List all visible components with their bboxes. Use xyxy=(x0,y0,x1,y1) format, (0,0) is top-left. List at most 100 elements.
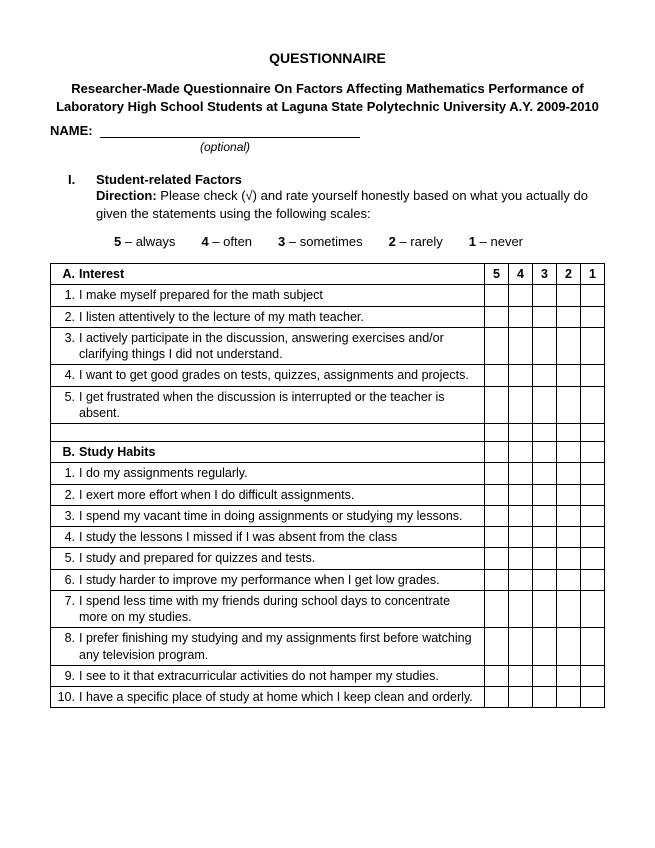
rating-cell[interactable] xyxy=(485,569,509,590)
rating-cell[interactable] xyxy=(485,527,509,548)
rating-cell[interactable] xyxy=(581,628,605,666)
rating-cell[interactable] xyxy=(509,548,533,569)
rating-cell[interactable] xyxy=(509,505,533,526)
rating-cell[interactable] xyxy=(509,484,533,505)
rating-cell[interactable] xyxy=(533,306,557,327)
rating-cell[interactable] xyxy=(557,548,581,569)
rating-cell[interactable] xyxy=(485,463,509,484)
name-input-line[interactable] xyxy=(100,137,360,138)
rating-cell[interactable] xyxy=(533,327,557,365)
rating-cell[interactable] xyxy=(533,687,557,708)
rating-cell[interactable] xyxy=(485,590,509,628)
rating-cell[interactable] xyxy=(485,687,509,708)
rating-cell[interactable] xyxy=(557,463,581,484)
table-row: 3.I actively participate in the discussi… xyxy=(51,327,605,365)
statement-cell: 5.I get frustrated when the discussion i… xyxy=(51,386,485,424)
statement-cell: 4.I want to get good grades on tests, qu… xyxy=(51,365,485,386)
rating-header: 5 xyxy=(485,264,509,285)
group-header: A.Interest xyxy=(51,264,485,285)
rating-cell[interactable] xyxy=(533,505,557,526)
rating-cell[interactable] xyxy=(485,386,509,424)
rating-cell[interactable] xyxy=(581,569,605,590)
rating-cell[interactable] xyxy=(557,527,581,548)
subtitle: Researcher-Made Questionnaire On Factors… xyxy=(50,80,605,115)
rating-cell[interactable] xyxy=(485,505,509,526)
scale-item: 3 – sometimes xyxy=(278,234,363,249)
rating-cell[interactable] xyxy=(509,386,533,424)
rating-cell[interactable] xyxy=(557,628,581,666)
rating-cell[interactable] xyxy=(485,628,509,666)
rating-cell[interactable] xyxy=(533,285,557,306)
rating-cell[interactable] xyxy=(533,590,557,628)
rating-cell[interactable] xyxy=(557,365,581,386)
rating-cell[interactable] xyxy=(581,527,605,548)
rating-cell[interactable] xyxy=(533,463,557,484)
rating-cell[interactable] xyxy=(533,569,557,590)
rating-cell[interactable] xyxy=(533,484,557,505)
rating-cell[interactable] xyxy=(581,505,605,526)
rating-cell[interactable] xyxy=(533,386,557,424)
rating-cell[interactable] xyxy=(509,285,533,306)
rating-cell[interactable] xyxy=(581,463,605,484)
rating-header xyxy=(557,442,581,463)
statement-cell: 2.I listen attentively to the lecture of… xyxy=(51,306,485,327)
rating-cell[interactable] xyxy=(533,365,557,386)
rating-cell[interactable] xyxy=(581,285,605,306)
rating-cell[interactable] xyxy=(557,484,581,505)
rating-cell[interactable] xyxy=(485,285,509,306)
rating-cell[interactable] xyxy=(533,628,557,666)
rating-cell[interactable] xyxy=(485,665,509,686)
rating-cell[interactable] xyxy=(485,327,509,365)
table-row: 10.I have a specific place of study at h… xyxy=(51,687,605,708)
rating-cell[interactable] xyxy=(509,687,533,708)
rating-cell[interactable] xyxy=(485,306,509,327)
rating-cell[interactable] xyxy=(581,665,605,686)
rating-cell[interactable] xyxy=(533,665,557,686)
rating-cell[interactable] xyxy=(557,505,581,526)
rating-cell[interactable] xyxy=(581,386,605,424)
rating-cell[interactable] xyxy=(509,569,533,590)
rating-cell[interactable] xyxy=(557,285,581,306)
rating-cell[interactable] xyxy=(557,327,581,365)
rating-cell[interactable] xyxy=(509,628,533,666)
rating-cell[interactable] xyxy=(581,484,605,505)
rating-cell[interactable] xyxy=(533,548,557,569)
direction-text: Please check (√) and rate yourself hones… xyxy=(96,188,588,221)
rating-header xyxy=(533,442,557,463)
statement-cell: 8.I prefer finishing my studying and my … xyxy=(51,628,485,666)
group-header-row: A.Interest54321 xyxy=(51,264,605,285)
rating-cell[interactable] xyxy=(485,484,509,505)
rating-cell[interactable] xyxy=(509,463,533,484)
statement-cell: 7.I spend less time with my friends duri… xyxy=(51,590,485,628)
rating-cell[interactable] xyxy=(581,590,605,628)
rating-cell[interactable] xyxy=(557,687,581,708)
rating-header: 3 xyxy=(533,264,557,285)
rating-cell[interactable] xyxy=(509,365,533,386)
rating-cell[interactable] xyxy=(509,327,533,365)
rating-cell[interactable] xyxy=(557,386,581,424)
rating-cell[interactable] xyxy=(509,527,533,548)
rating-cell[interactable] xyxy=(509,590,533,628)
rating-cell[interactable] xyxy=(581,365,605,386)
rating-cell[interactable] xyxy=(581,687,605,708)
statement-cell: 3.I actively participate in the discussi… xyxy=(51,327,485,365)
rating-cell[interactable] xyxy=(533,527,557,548)
rating-cell[interactable] xyxy=(581,327,605,365)
rating-cell[interactable] xyxy=(509,665,533,686)
rating-cell[interactable] xyxy=(557,306,581,327)
rating-cell[interactable] xyxy=(581,306,605,327)
table-row: 1.I do my assignments regularly. xyxy=(51,463,605,484)
rating-header: 4 xyxy=(509,264,533,285)
rating-cell[interactable] xyxy=(485,365,509,386)
name-label: NAME: xyxy=(50,123,93,138)
rating-cell[interactable] xyxy=(557,590,581,628)
rating-cell[interactable] xyxy=(581,548,605,569)
scale-item: 4 – often xyxy=(201,234,252,249)
rating-header: 1 xyxy=(581,264,605,285)
rating-cell[interactable] xyxy=(485,548,509,569)
rating-cell[interactable] xyxy=(509,306,533,327)
table-row: 4.I want to get good grades on tests, qu… xyxy=(51,365,605,386)
rating-cell[interactable] xyxy=(557,665,581,686)
rating-cell[interactable] xyxy=(557,569,581,590)
statement-cell: 6.I study harder to improve my performan… xyxy=(51,569,485,590)
